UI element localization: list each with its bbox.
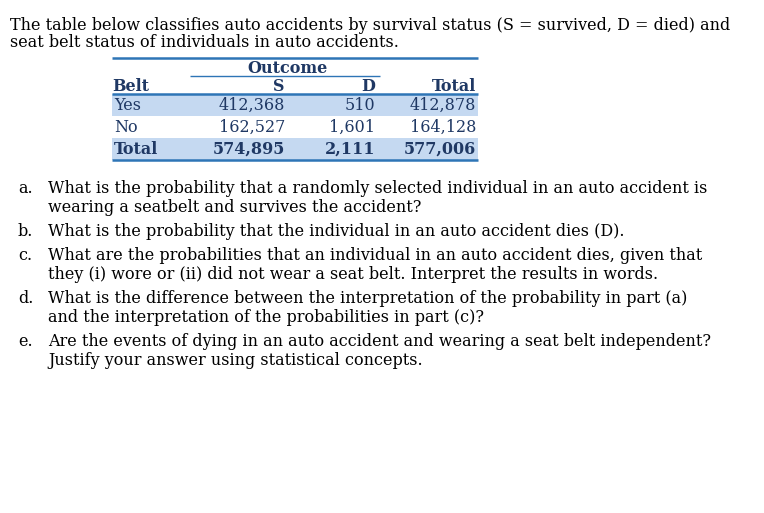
Bar — [112, 116, 478, 138]
Text: Yes: Yes — [114, 96, 141, 113]
Text: Belt: Belt — [112, 78, 149, 95]
Text: 577,006: 577,006 — [403, 141, 476, 157]
Text: 412,878: 412,878 — [410, 96, 476, 113]
Text: c.: c. — [18, 247, 32, 264]
Text: What is the probability that the individual in an auto accident dies (D).: What is the probability that the individ… — [48, 223, 624, 240]
Text: Outcome: Outcome — [248, 60, 328, 77]
Bar — [112, 138, 478, 160]
Text: 574,895: 574,895 — [212, 141, 285, 157]
Text: and the interpretation of the probabilities in part (c)?: and the interpretation of the probabilit… — [48, 309, 484, 326]
Text: 2,111: 2,111 — [325, 141, 375, 157]
Text: The table below classifies auto accidents by survival status (S = survived, D = : The table below classifies auto accident… — [10, 17, 730, 34]
Text: a.: a. — [18, 180, 33, 197]
Text: Are the events of dying in an auto accident and wearing a seat belt independent?: Are the events of dying in an auto accid… — [48, 333, 711, 350]
Text: 162,527: 162,527 — [219, 119, 285, 135]
Text: 510: 510 — [345, 96, 375, 113]
Text: e.: e. — [18, 333, 33, 350]
Text: D: D — [361, 78, 375, 95]
Text: S: S — [274, 78, 285, 95]
Text: b.: b. — [18, 223, 34, 240]
Text: Justify your answer using statistical concepts.: Justify your answer using statistical co… — [48, 352, 422, 369]
Text: What is the probability that a randomly selected individual in an auto accident : What is the probability that a randomly … — [48, 180, 707, 197]
Text: Total: Total — [432, 78, 476, 95]
Text: d.: d. — [18, 290, 34, 307]
Bar — [112, 94, 478, 116]
Text: 1,601: 1,601 — [329, 119, 375, 135]
Text: 412,368: 412,368 — [219, 96, 285, 113]
Text: What is the difference between the interpretation of the probability in part (a): What is the difference between the inter… — [48, 290, 688, 307]
Text: they (i) wore or (ii) did not wear a seat belt. Interpret the results in words.: they (i) wore or (ii) did not wear a sea… — [48, 266, 658, 283]
Text: No: No — [114, 119, 138, 135]
Text: wearing a seatbelt and survives the accident?: wearing a seatbelt and survives the acci… — [48, 199, 422, 216]
Text: What are the probabilities that an individual in an auto accident dies, given th: What are the probabilities that an indiv… — [48, 247, 702, 264]
Text: seat belt status of individuals in auto accidents.: seat belt status of individuals in auto … — [10, 34, 399, 51]
Text: Total: Total — [114, 141, 158, 157]
Text: 164,128: 164,128 — [410, 119, 476, 135]
